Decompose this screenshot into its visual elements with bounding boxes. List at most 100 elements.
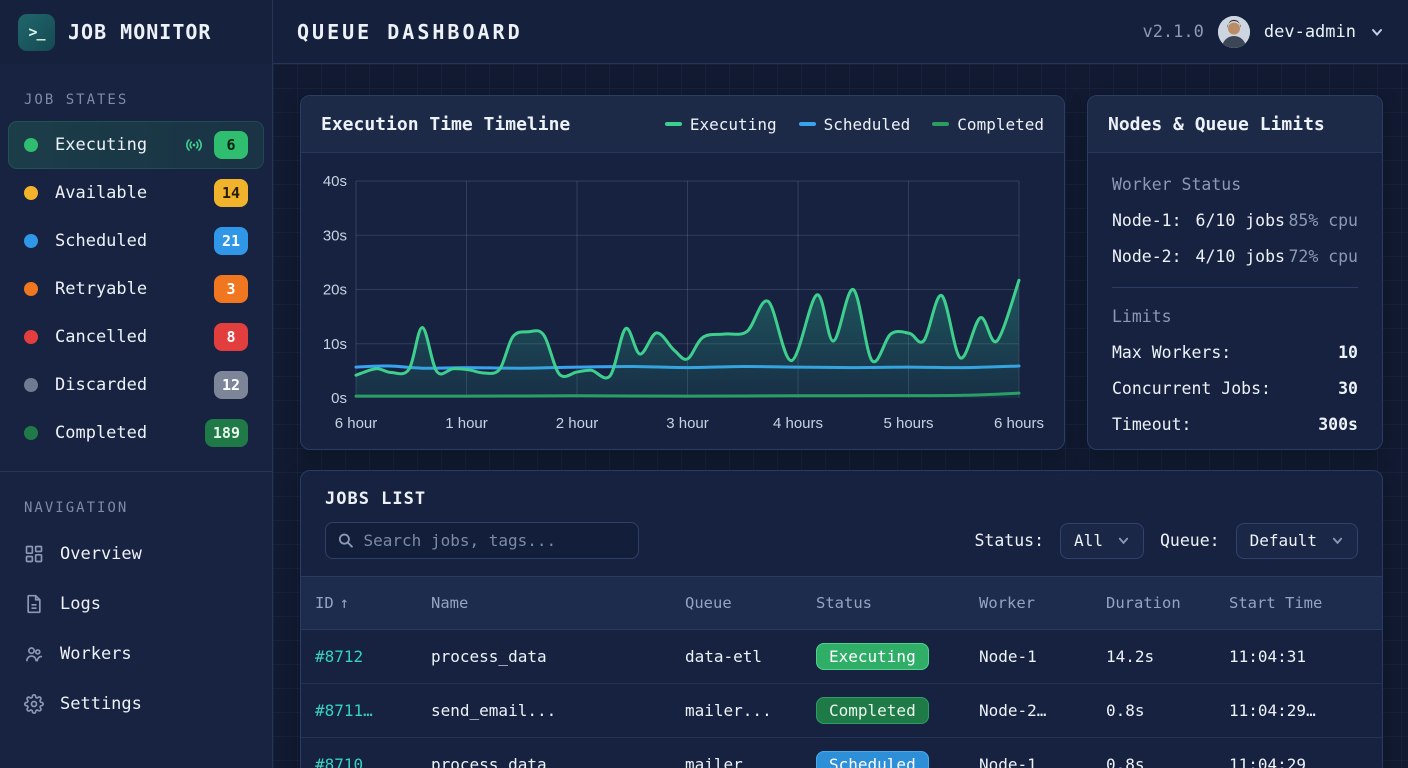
document-icon xyxy=(27,594,41,614)
job-start-time: 11:04:31 xyxy=(1229,647,1307,666)
svg-text:5 hours: 5 hours xyxy=(883,415,933,432)
timeline-title: Execution Time Timeline xyxy=(321,113,571,135)
column-header-duration[interactable]: Duration xyxy=(1106,594,1181,612)
sidebar-item-overview[interactable]: Overview xyxy=(24,529,248,579)
filters: Status: All Queue: Default xyxy=(975,522,1358,559)
legend-item-executing: Executing xyxy=(664,114,777,134)
sidebar-item-completed[interactable]: Completed 189 xyxy=(8,409,264,457)
job-duration: 0.8s xyxy=(1106,701,1145,720)
chevron-down-icon[interactable] xyxy=(1370,25,1384,39)
sidebar-item-discarded[interactable]: Discarded 12 xyxy=(8,361,264,409)
job-name: process_data xyxy=(431,647,547,666)
chevron-down-icon xyxy=(1117,534,1130,547)
live-broadcast-icon xyxy=(184,135,204,155)
node-cpu: 85% cpu xyxy=(1288,211,1358,230)
limits-label: Limits xyxy=(1112,307,1172,326)
sidebar-item-cancelled[interactable]: Cancelled 8 xyxy=(8,313,264,361)
limit-row-concurrent-jobs: Concurrent Jobs: 30 xyxy=(1112,379,1358,398)
sidebar-item-scheduled[interactable]: Scheduled 21 xyxy=(8,217,264,265)
job-id-link[interactable]: #8710 xyxy=(315,755,364,768)
timeline-card-header: Execution Time Timeline Executing Schedu… xyxy=(301,96,1064,153)
version-label: v2.1.0 xyxy=(1142,21,1204,42)
svg-text:4 hours: 4 hours xyxy=(773,415,823,432)
node-jobs: 6/10 jobs xyxy=(1195,211,1285,230)
limit-value: 300s xyxy=(1318,415,1358,434)
sidebar-item-retryable[interactable]: Retryable 3 xyxy=(8,265,264,313)
column-header-name[interactable]: Name xyxy=(431,594,469,612)
worker-row-node-1: Node-1: 6/10 jobs 85% cpu xyxy=(1112,211,1358,230)
sidebar-item-settings[interactable]: Settings xyxy=(24,679,248,729)
job-queue: data-etl xyxy=(685,647,763,666)
app-brand: JOB MONITOR xyxy=(68,20,212,44)
node-name: Node-2: xyxy=(1112,247,1182,266)
job-start-time: 11:04:29 xyxy=(1229,755,1307,768)
column-header-id[interactable]: ID ↑ xyxy=(315,594,350,612)
legend-swatch xyxy=(798,122,816,126)
status-filter-value: All xyxy=(1074,531,1103,550)
search-icon xyxy=(338,533,353,548)
table-row[interactable]: #8712 process_data data-etl Executing No… xyxy=(301,630,1382,684)
gear-icon xyxy=(24,694,44,714)
status-dot xyxy=(24,138,38,152)
status-badge: Completed xyxy=(816,697,929,724)
nodes-limits-card: Nodes & Queue Limits Worker Status Node-… xyxy=(1087,95,1383,450)
state-label: Executing xyxy=(55,135,148,155)
job-id-link[interactable]: #8711… xyxy=(315,701,373,720)
svg-text:3 hour: 3 hour xyxy=(666,415,709,432)
jobs-list-head: JOBS LIST Status: All Queue: xyxy=(301,471,1382,559)
navigation-section-label: NAVIGATION xyxy=(24,500,129,516)
job-duration: 14.2s xyxy=(1106,647,1155,666)
status-badge: Executing xyxy=(816,643,929,670)
svg-text:6 hour: 6 hour xyxy=(335,415,378,432)
svg-text:0s: 0s xyxy=(331,390,347,407)
table-row[interactable]: #8710 process_data mailer Scheduled Node… xyxy=(301,738,1382,768)
svg-text:1 hour: 1 hour xyxy=(445,415,488,432)
nav-label: Workers xyxy=(60,644,132,664)
state-label: Available xyxy=(55,183,148,203)
terminal-icon: >_ xyxy=(18,13,55,51)
username: dev-admin xyxy=(1263,21,1356,42)
limit-value: 10 xyxy=(1338,343,1358,362)
legend-label: Executing xyxy=(689,114,777,134)
sidebar-item-available[interactable]: Available 14 xyxy=(8,169,264,217)
nodes-card-title: Nodes & Queue Limits xyxy=(1108,113,1325,135)
svg-text:40s: 40s xyxy=(323,173,347,190)
legend-label: Completed xyxy=(957,114,1044,134)
queue-filter-select[interactable]: Default xyxy=(1235,522,1358,559)
node-name: Node-1: xyxy=(1112,211,1182,230)
limit-label: Concurrent Jobs: xyxy=(1112,379,1271,398)
jobs-table-header: ID ↑ Name Queue Status Worker Duration St… xyxy=(301,576,1382,630)
table-row[interactable]: #8711… send_email... mailer... Completed… xyxy=(301,684,1382,738)
worker-row-node-2: Node-2: 4/10 jobs 72% cpu xyxy=(1112,247,1358,266)
column-header-queue[interactable]: Queue xyxy=(685,594,732,612)
job-id-link[interactable]: #8712 xyxy=(315,647,364,666)
legend-item-scheduled: Scheduled xyxy=(798,115,910,134)
svg-text:30s: 30s xyxy=(323,227,347,244)
sidebar-item-logs[interactable]: Logs xyxy=(24,579,248,629)
nav-label: Overview xyxy=(60,544,142,564)
sidebar-item-workers[interactable]: Workers xyxy=(24,629,248,679)
column-header-start-time[interactable]: Start Time xyxy=(1229,594,1323,612)
state-label: Completed xyxy=(55,423,148,443)
job-states-list: Executing 6 Available 14 Scheduled 21 Re… xyxy=(0,121,272,457)
jobs-table: ID ↑ Name Queue Status Worker Duration St… xyxy=(301,576,1382,768)
state-label: Retryable xyxy=(55,279,148,299)
count-badge: 8 xyxy=(214,323,248,351)
svg-text:10s: 10s xyxy=(323,336,347,353)
column-header-status[interactable]: Status xyxy=(816,594,872,612)
state-label: Discarded xyxy=(55,375,148,395)
job-name: send_email... xyxy=(431,701,557,720)
search-input[interactable] xyxy=(363,531,626,550)
legend-swatch xyxy=(664,122,682,126)
sidebar-item-executing[interactable]: Executing 6 xyxy=(8,121,264,169)
avatar[interactable] xyxy=(1217,15,1250,48)
execution-time-chart: 0s 10s 20s 30s 40s 6 hour 1 hour 2 hour 3 hour 4 … xyxy=(301,153,1064,449)
state-label: Cancelled xyxy=(55,327,148,347)
jobs-controls: Status: All Queue: Default xyxy=(325,522,1358,559)
jobs-list-card: JOBS LIST Status: All Queue: xyxy=(300,470,1383,768)
status-filter-select[interactable]: All xyxy=(1060,522,1144,559)
nodes-card-header: Nodes & Queue Limits xyxy=(1088,96,1382,153)
column-header-worker[interactable]: Worker xyxy=(979,594,1035,612)
job-worker: Node-1 xyxy=(979,755,1037,768)
